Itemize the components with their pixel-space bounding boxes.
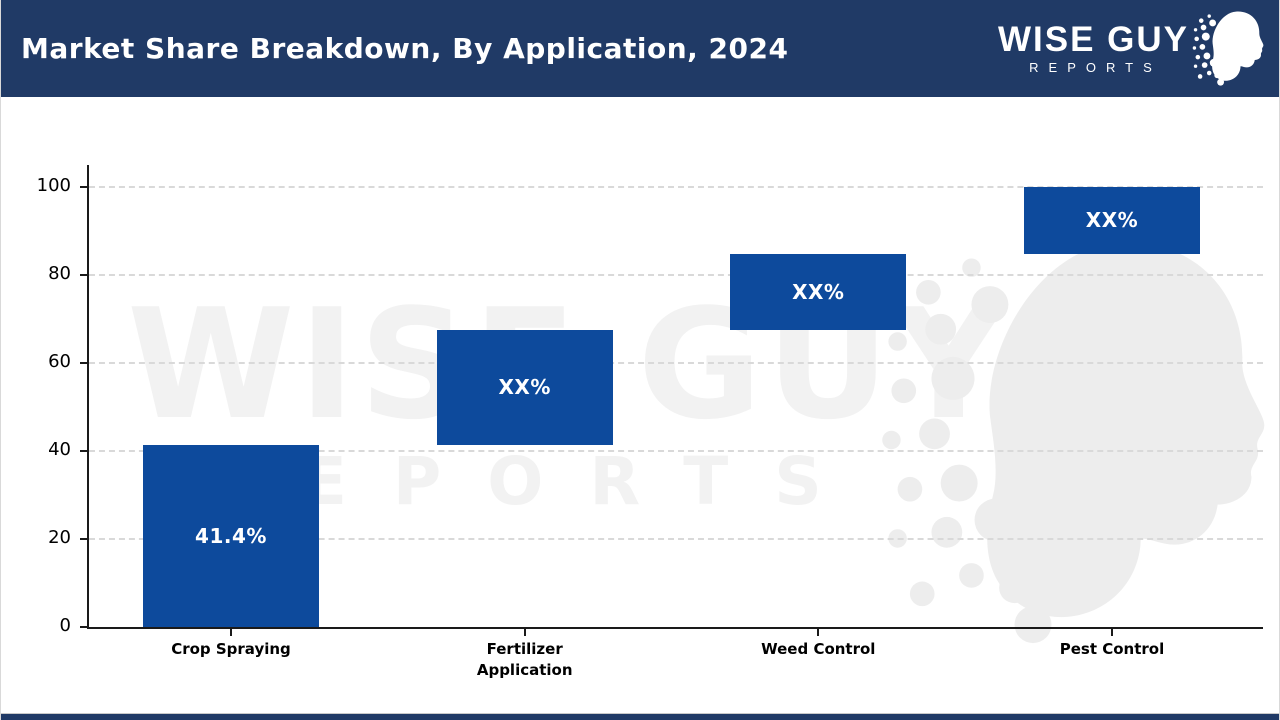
chart-area: WISE GUY REPORTS 0 20 40 60 80 100 41.4% Crop S…: [1, 97, 1279, 713]
x-tick-mark: [1111, 629, 1113, 636]
bar-fertilizer-application: XX%: [436, 330, 613, 445]
bar-value-label: XX%: [498, 375, 551, 400]
y-tick-label: 20: [48, 527, 71, 548]
y-tick-mark: [80, 450, 89, 452]
x-tick-mark: [817, 629, 820, 636]
footer-bar: [1, 713, 1279, 720]
x-category-label-fertilizer-application: Fertilizer Application: [476, 640, 573, 679]
y-axis-line: [87, 165, 89, 629]
y-tick-mark: [80, 186, 89, 188]
bar-value-label: 41.4%: [195, 523, 267, 548]
y-tick-label: 40: [48, 439, 71, 460]
x-tick-mark: [523, 629, 526, 636]
y-tick-mark: [80, 538, 89, 540]
y-gridline: [89, 538, 1263, 540]
y-tick-label: 0: [59, 615, 71, 636]
brand-logo-text: WISE GUY REPORTS: [997, 19, 1189, 76]
y-tick-label: 60: [48, 351, 71, 372]
header: Market Share Breakdown, By Application, …: [1, 0, 1279, 97]
y-gridline: [89, 362, 1263, 364]
y-tick-mark: [80, 274, 89, 276]
page-title: Market Share Breakdown, By Application, …: [21, 32, 789, 65]
bar-pest-control: XX%: [1024, 187, 1200, 254]
bar-crop-spraying: 41.4%: [143, 444, 319, 627]
y-tick-label: 100: [36, 175, 71, 196]
brand-logo: WISE GUY REPORTS: [998, 8, 1265, 88]
logo-reports-label: REPORTS: [1029, 60, 1162, 76]
y-tick-mark: [80, 626, 89, 628]
logo-face-icon: [1191, 8, 1265, 88]
watermark-face-icon: [873, 223, 1273, 657]
x-tick-mark: [230, 629, 232, 636]
x-category-label-pest-control: Pest Control: [1059, 640, 1165, 658]
bar-value-label: XX%: [792, 279, 845, 304]
y-tick-mark: [80, 362, 89, 364]
logo-wiseguy-label: WISE GUY: [997, 19, 1189, 59]
x-axis-line: [87, 627, 1263, 629]
y-gridline: [89, 450, 1263, 452]
y-gridline: [89, 274, 1263, 276]
bar-value-label: XX%: [1085, 208, 1139, 233]
y-gridline: [89, 186, 1263, 188]
x-category-label-crop-spraying: Crop Spraying: [171, 640, 291, 658]
bar-weed-control: XX%: [730, 253, 907, 330]
y-tick-label: 80: [48, 263, 71, 284]
x-category-label-weed-control: Weed Control: [761, 640, 876, 658]
